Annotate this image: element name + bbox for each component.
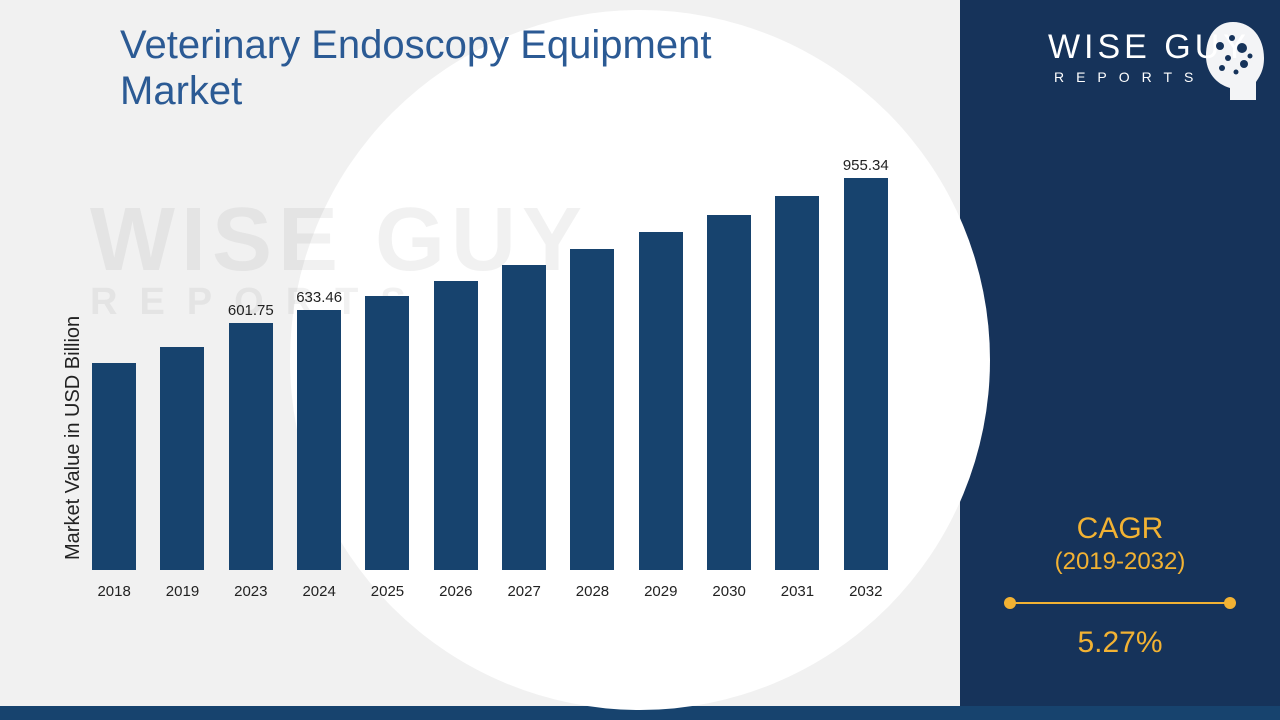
bar-slot [363,296,411,570]
bar-slot [705,215,753,570]
cagr-divider [998,590,1242,616]
bar [365,296,409,570]
bar-slot [432,281,480,570]
cagr-value: 5.27% [998,626,1242,660]
bar [229,323,273,570]
cagr-callout: CAGR (2019-2032) 5.27% [998,512,1242,660]
bar [502,265,546,570]
x-tick-label: 2031 [773,583,821,600]
bar-slot [773,196,821,570]
x-tick-label: 2019 [158,583,206,600]
x-tick-label: 2032 [842,583,890,600]
chart-title: Veterinary Endoscopy Equipment Market [120,22,840,114]
bar-slot [568,249,616,570]
x-tick-label: 2023 [227,583,275,600]
bar [92,363,136,570]
bar [775,196,819,570]
bar-chart: 601.75633.46955.34 201820192023202420252… [90,160,890,600]
bar-value-label: 955.34 [843,157,889,174]
bar-slot: 633.46 [295,310,343,570]
x-tick-label: 2028 [568,583,616,600]
bar [707,215,751,570]
bar-value-label: 601.75 [228,302,274,319]
bar-slot [500,265,548,570]
bar [844,178,888,570]
bars-container: 601.75 633.46 955.34 [90,160,890,570]
x-tick-label: 2026 [432,583,480,600]
x-axis: 2018 2019 2023 2024 2025 2026 2027 2028 2029 2030… [90,583,890,600]
bar [160,347,204,570]
x-tick-label: 2018 [90,583,138,600]
bar-slot [90,363,138,570]
bar-value-label: 633.46 [296,289,342,306]
bar-slot [158,347,206,570]
bar-slot [637,232,685,570]
bar [639,232,683,570]
x-tick-label: 2030 [705,583,753,600]
report-graphic: WISE GUY REPORTS Veterinary Endoscopy Eq… [0,0,1280,720]
y-axis-label: Market Value in USD Billion [62,316,85,560]
bar [297,310,341,570]
head-dots-icon [1198,18,1268,104]
x-tick-label: 2027 [500,583,548,600]
x-tick-label: 2025 [363,583,411,600]
x-tick-label: 2024 [295,583,343,600]
bar-slot: 601.75 [227,323,275,570]
bar [570,249,614,570]
x-tick-label: 2029 [637,583,685,600]
cagr-title: CAGR [998,512,1242,546]
cagr-range: (2019-2032) [998,548,1242,576]
bar [434,281,478,570]
bar-slot: 955.34 [842,178,890,570]
